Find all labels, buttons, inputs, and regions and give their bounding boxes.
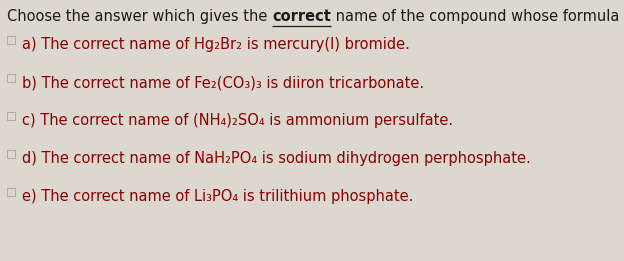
- Bar: [7, 188, 15, 196]
- Bar: [7, 112, 15, 120]
- Text: e) The correct name of Li₃PO₄ is trilithium phosphate.: e) The correct name of Li₃PO₄ is trilith…: [22, 189, 413, 204]
- Bar: [7, 150, 15, 158]
- Text: a) The correct name of Hg₂Br₂ is mercury(I) bromide.: a) The correct name of Hg₂Br₂ is mercury…: [22, 37, 410, 52]
- Text: Choose the answer which gives the: Choose the answer which gives the: [7, 9, 272, 24]
- Text: b) The correct name of Fe₂(CO₃)₃ is diiron tricarbonate.: b) The correct name of Fe₂(CO₃)₃ is diir…: [22, 75, 424, 90]
- Text: name of the compound whose formula is given.: name of the compound whose formula is gi…: [331, 9, 624, 24]
- Bar: [7, 74, 15, 82]
- Text: c) The correct name of (NH₄)₂SO₄ is ammonium persulfate.: c) The correct name of (NH₄)₂SO₄ is ammo…: [22, 113, 453, 128]
- Text: correct: correct: [272, 9, 331, 24]
- Text: d) The correct name of NaH₂PO₄ is sodium dihydrogen perphosphate.: d) The correct name of NaH₂PO₄ is sodium…: [22, 151, 531, 166]
- Bar: [7, 36, 15, 44]
